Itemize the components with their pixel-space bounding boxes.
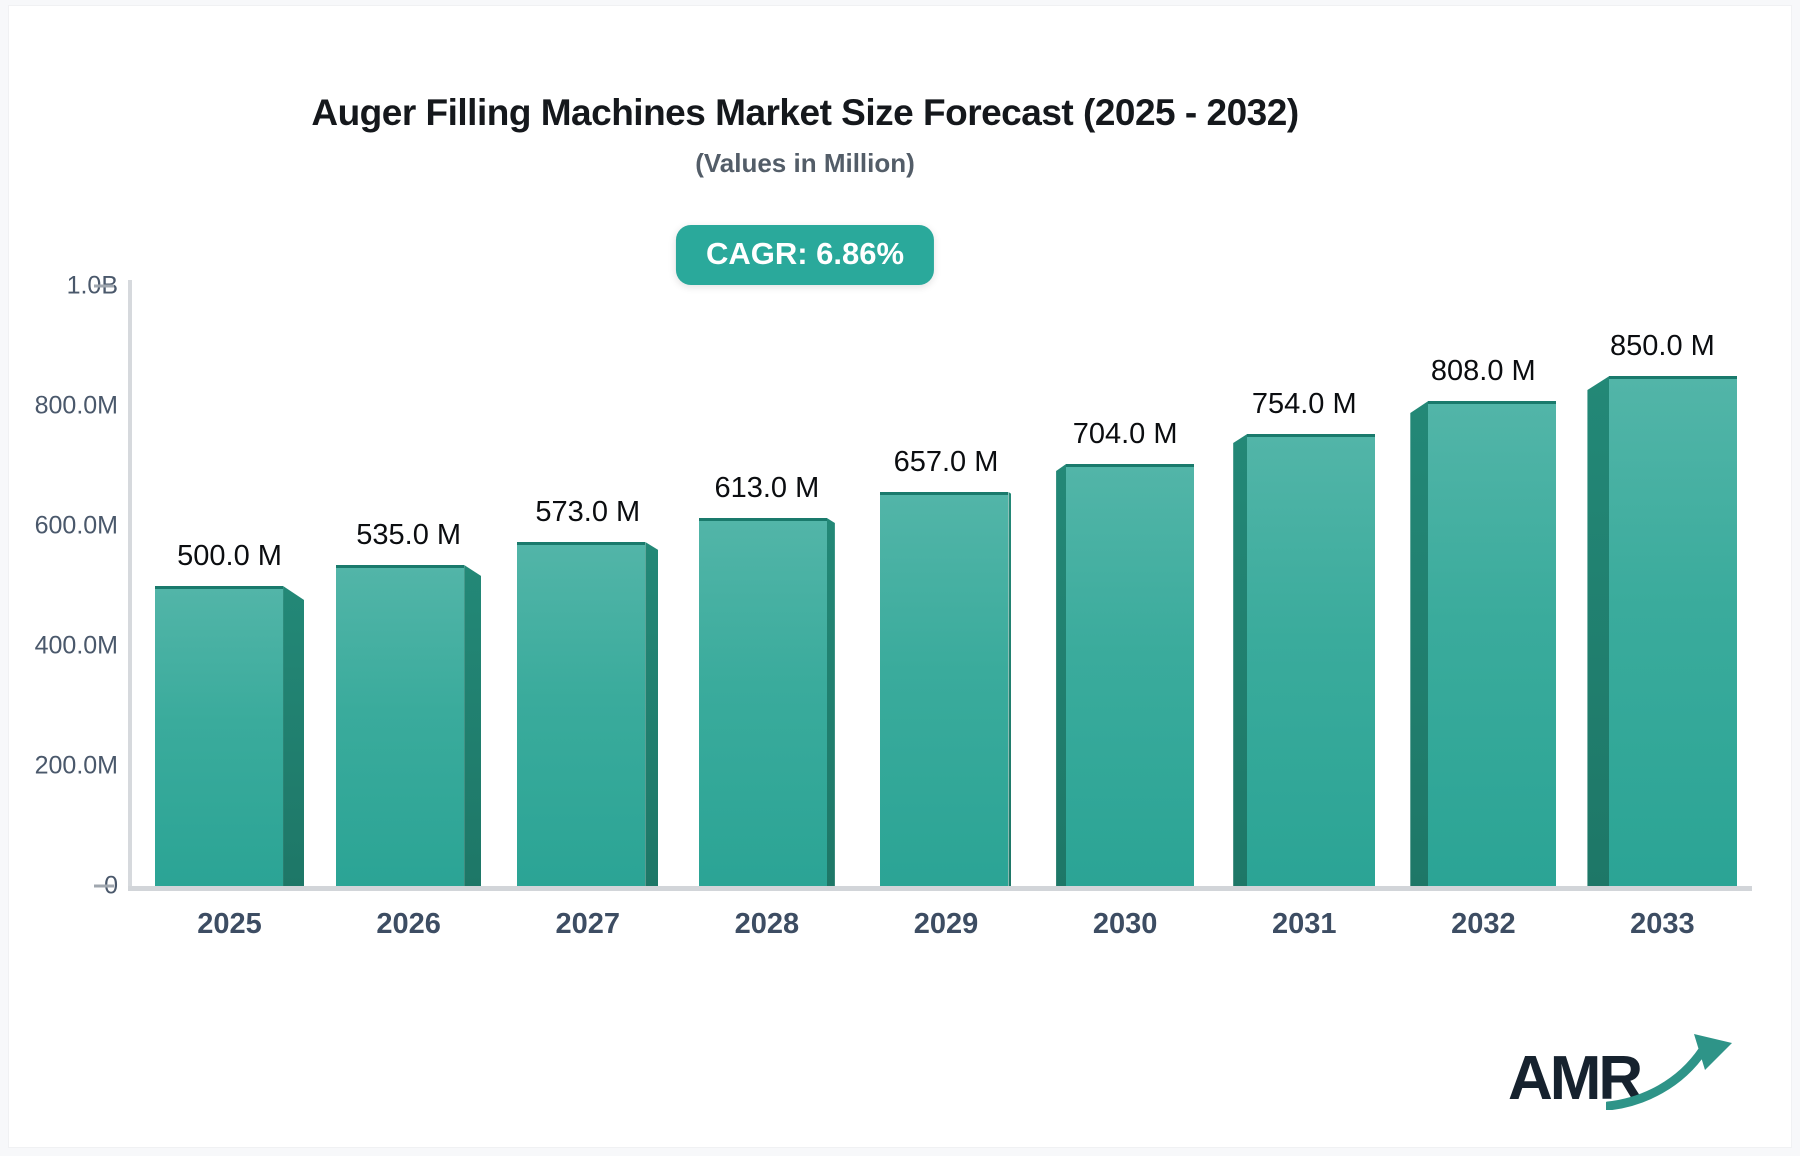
bar-side-2028 [826, 518, 835, 886]
bar-group-2028: 613.0 M 2028 [677, 286, 856, 940]
y-axis-line [128, 280, 132, 891]
bar-3d-2029 [880, 492, 1012, 886]
y-axis-tick-dash [94, 884, 114, 888]
bar-group-2029: 657.0 M 2029 [856, 286, 1035, 940]
x-axis-year-label: 2033 [1630, 908, 1695, 940]
bar-3d-2032 [1410, 401, 1557, 886]
bar-value-label: 754.0 M [1251, 388, 1357, 420]
bar-side-2027 [645, 542, 659, 886]
bar-group-2026: 535.0 M 2026 [319, 286, 498, 940]
bar-side-2032 [1410, 401, 1429, 886]
bar-group-2027: 573.0 M 2027 [498, 286, 677, 940]
bar-3d-2026 [336, 565, 482, 886]
x-axis-year-label: 2027 [555, 908, 621, 940]
y-axis-tick-label: 600.0M [34, 511, 118, 540]
bar-face-2028[interactable] [698, 518, 827, 886]
x-axis-year-label: 2029 [913, 908, 979, 940]
bar-value-label: 808.0 M [1430, 355, 1536, 387]
cagr-badge: CAGR: 6.86% [675, 225, 935, 285]
bar-value-label: 613.0 M [714, 472, 820, 504]
bar-group-2030: 704.0 M 2030 [1036, 286, 1215, 940]
bar-side-2025 [283, 586, 305, 886]
bar-face-2027[interactable] [517, 542, 646, 886]
bar-side-2031 [1233, 434, 1248, 886]
x-axis-year-label: 2026 [376, 908, 441, 940]
chart-subtitle: (Values in Million) [695, 148, 915, 178]
bar-plot-area: 500.0 M 2025 535.0 M 2026 573.0 M 2027 613.0 M… [140, 286, 1752, 940]
x-axis-year-label: 2028 [734, 908, 800, 940]
bar-face-2030[interactable] [1066, 464, 1195, 886]
bar-group-2025: 500.0 M 2025 [140, 286, 319, 940]
bar-value-label: 535.0 M [356, 519, 462, 551]
bar-group-2032: 808.0 M 2032 [1394, 286, 1573, 940]
bar-face-2025[interactable] [155, 586, 284, 886]
bar-group-2031: 754.0 M 2031 [1215, 286, 1394, 940]
bar-face-2033[interactable] [1609, 376, 1738, 886]
x-axis-year-label: 2030 [1092, 908, 1158, 940]
x-axis-year-label: 2032 [1451, 908, 1516, 940]
bar-side-2029 [1008, 492, 1012, 886]
bar-face-2032[interactable] [1428, 401, 1557, 886]
x-axis-year-label: 2031 [1271, 908, 1337, 940]
bar-value-label: 704.0 M [1072, 418, 1178, 450]
y-axis-tick-label: 200.0M [34, 751, 118, 780]
bar-face-2026[interactable] [336, 565, 465, 886]
bar-value-label: 573.0 M [535, 496, 641, 528]
bar-3d-2027 [517, 542, 659, 886]
bar-value-label: 500.0 M [177, 540, 282, 572]
bar-side-2026 [464, 565, 482, 886]
bar-group-2033: 850.0 M 2033 [1573, 286, 1752, 940]
x-axis-year-label: 2025 [197, 908, 262, 940]
bar-3d-2028 [698, 518, 835, 886]
bar-face-2031[interactable] [1247, 434, 1376, 886]
bar-side-2033 [1587, 376, 1610, 886]
y-axis-tick-label: 800.0M [34, 391, 118, 420]
y-axis-tick-label: 400.0M [34, 631, 118, 660]
bar-value-label: 850.0 M [1610, 330, 1715, 362]
bar-side-2030 [1056, 464, 1067, 886]
chart-title: Auger Filling Machines Market Size Forec… [311, 92, 1299, 133]
growth-arrow-icon [1606, 1034, 1732, 1110]
bar-3d-2033 [1587, 376, 1738, 886]
bar-3d-2031 [1233, 434, 1376, 886]
bar-3d-2025 [155, 586, 305, 886]
bar-face-2029[interactable] [880, 492, 1009, 886]
amr-logo: AMR [1508, 1034, 1738, 1116]
bar-3d-2030 [1056, 464, 1195, 886]
x-axis-line [128, 886, 1752, 891]
bar-value-label: 657.0 M [893, 446, 999, 478]
y-axis-tick-dash [94, 284, 114, 288]
